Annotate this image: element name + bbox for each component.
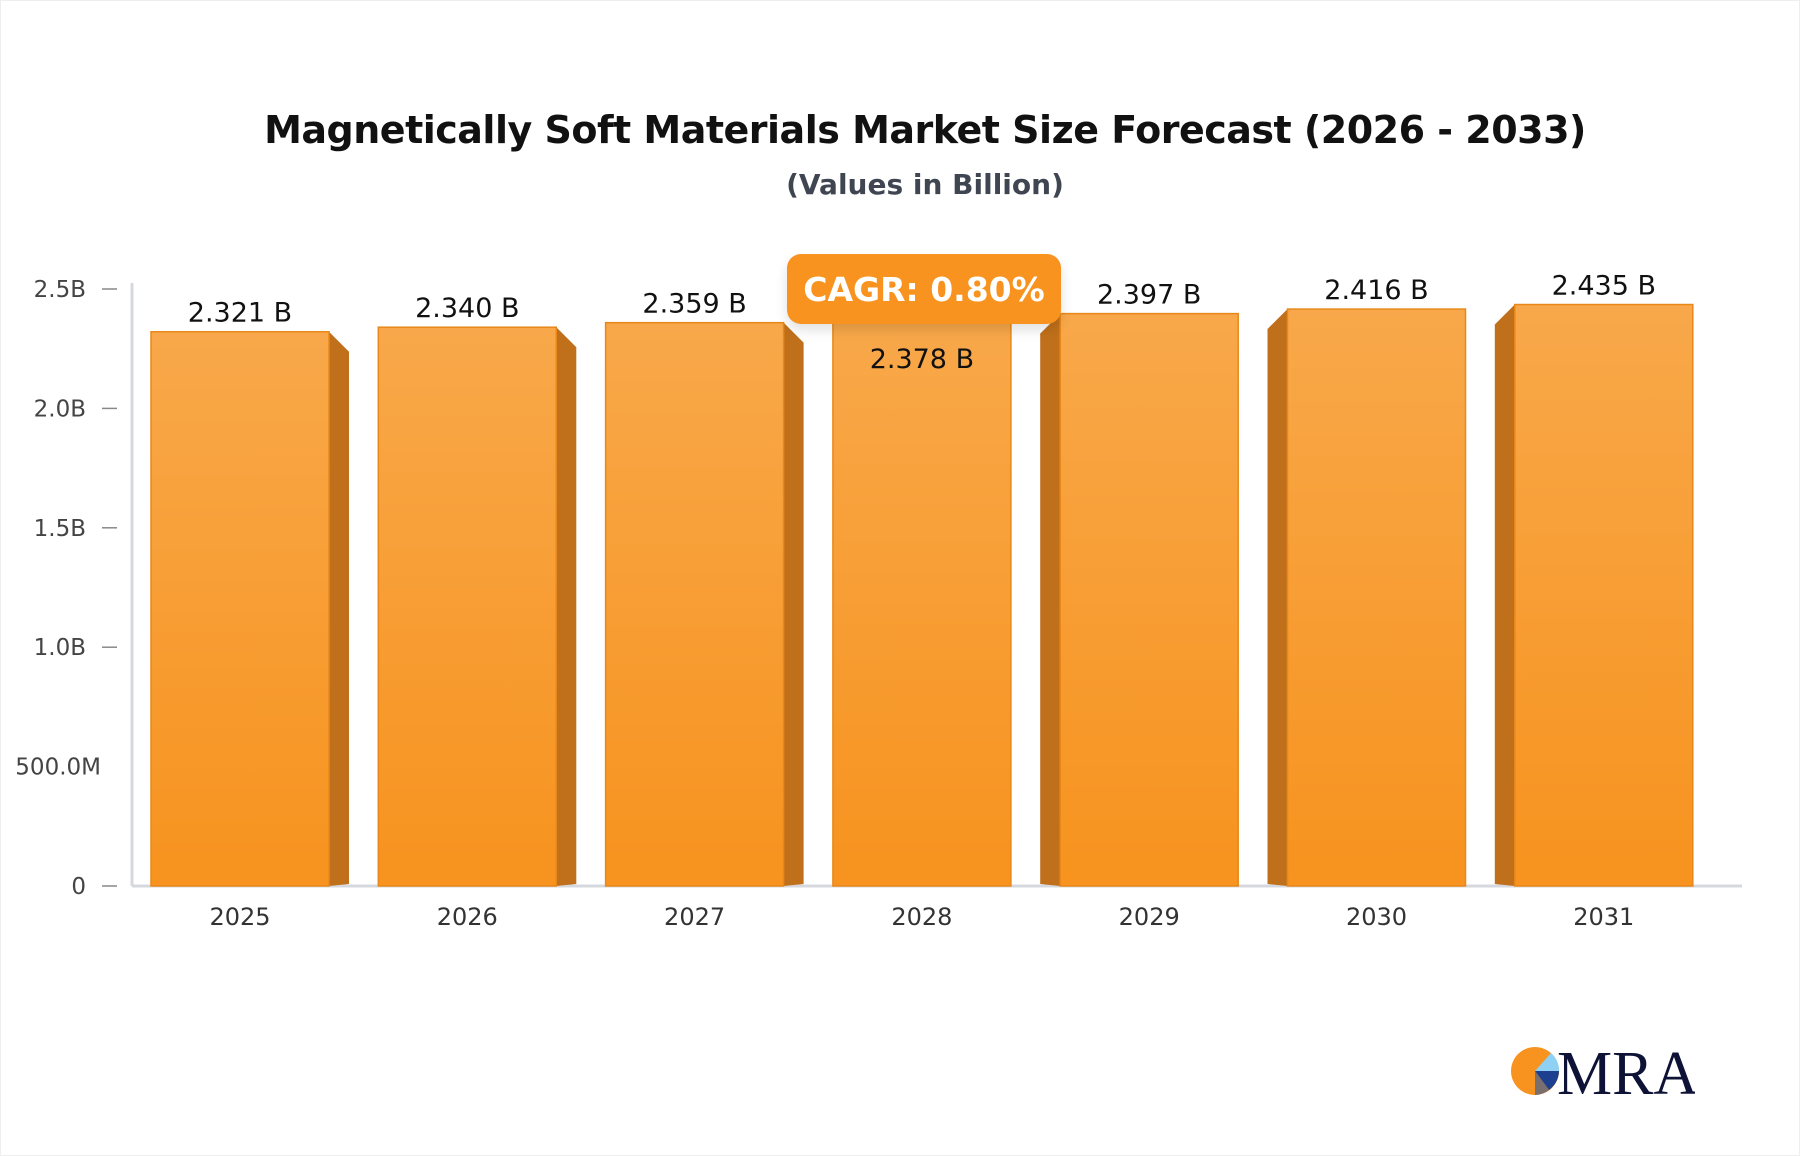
data-label: 2.321 B	[188, 298, 292, 329]
data-label: 2.416 B	[1324, 275, 1428, 306]
bar-2029	[1059, 312, 1239, 887]
x-tick-label: 2027	[664, 903, 725, 931]
logo-text: MRA	[1557, 1040, 1695, 1102]
bar-side	[1267, 309, 1288, 886]
cagr-badge: CAGR: 0.80%	[787, 254, 1061, 324]
chart-title: Magnetically Soft Materials Market Size …	[264, 108, 1586, 152]
x-tick-label: 2029	[1119, 903, 1180, 931]
x-tick-label: 2030	[1346, 903, 1407, 931]
bar-2030	[1286, 308, 1467, 887]
bar-2028	[832, 317, 1012, 887]
bar-2027	[604, 321, 785, 887]
bar-side	[329, 331, 349, 886]
bar-2026	[377, 326, 558, 887]
x-tick-label: 2028	[891, 903, 952, 931]
data-label: 2.340 B	[415, 293, 519, 324]
y-tick-label: 2.5B	[34, 277, 86, 303]
bar-side	[1040, 313, 1061, 886]
bar-side	[1494, 304, 1515, 887]
data-label: 2.435 B	[1552, 271, 1656, 302]
x-tick-label: 2031	[1573, 903, 1634, 931]
x-tick-label: 2026	[437, 903, 498, 931]
y-tick-label: 1.5B	[34, 516, 86, 542]
y-tick-label: 1.0B	[34, 635, 86, 661]
y-tick-label: 2.0B	[34, 396, 86, 422]
bar-side	[783, 322, 804, 887]
y-tick-label: 500.0M	[15, 755, 101, 781]
bar-side	[556, 327, 577, 886]
bar-2025	[150, 330, 330, 887]
mra-logo: MRA	[1511, 1040, 1695, 1102]
data-label: 2.397 B	[1097, 280, 1201, 311]
data-label: 2.359 B	[642, 289, 746, 320]
y-tick-label: 0	[71, 874, 86, 900]
x-tick-label: 2025	[209, 903, 270, 931]
bar-2031	[1514, 303, 1694, 887]
chart-subtitle: (Values in Billion)	[786, 168, 1064, 201]
data-label: 2.378 B	[870, 344, 974, 375]
